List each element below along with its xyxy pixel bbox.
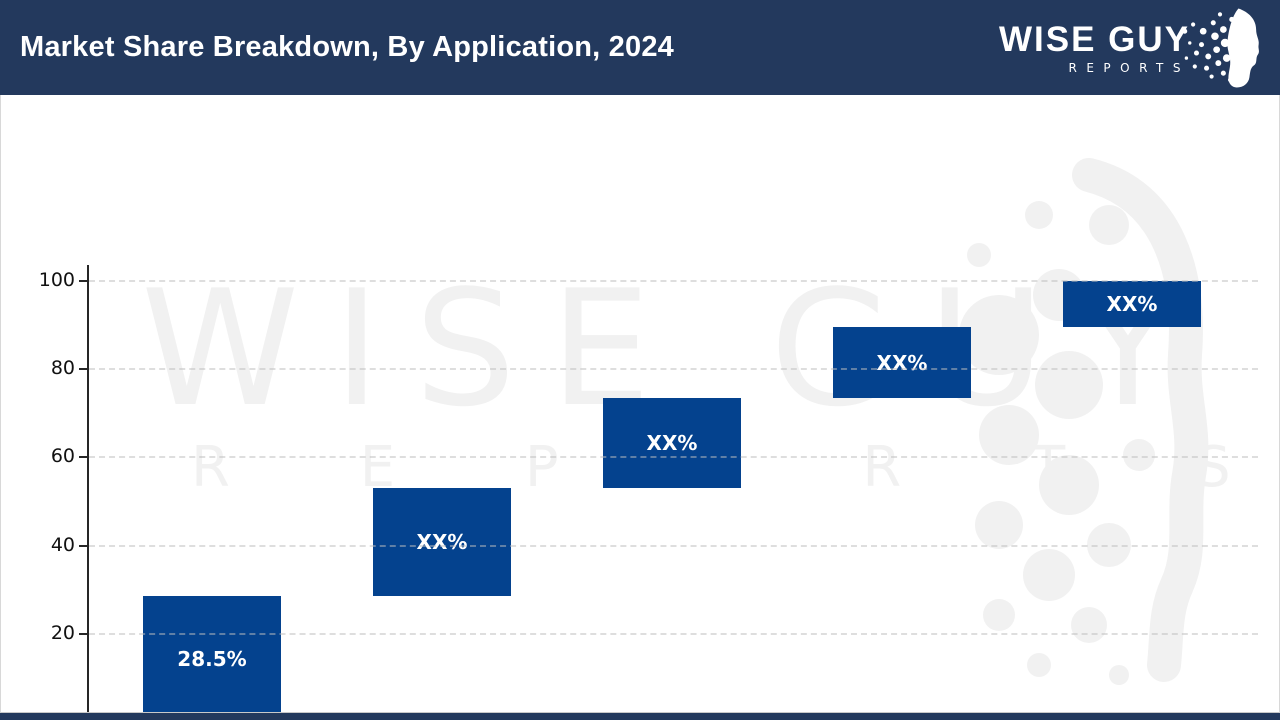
- grid-line: [89, 544, 1258, 547]
- chart-title: Market Share Breakdown, By Application, …: [20, 31, 674, 63]
- logo-wordmark-line1: WISE GUY: [998, 20, 1190, 59]
- y-tick-mark: [79, 544, 87, 547]
- y-tick-mark: [79, 632, 87, 635]
- logo-wordmark-line2: REPORTS: [1068, 61, 1190, 75]
- bar: 28.5%: [143, 596, 281, 712]
- y-tick-mark: [79, 456, 87, 459]
- footer-bar: [0, 713, 1280, 720]
- bar-label: XX%: [1106, 292, 1158, 317]
- y-tick-label: 40: [50, 533, 75, 556]
- grid-line: [89, 632, 1258, 635]
- grid-line: [89, 368, 1258, 371]
- y-tick-label: 100: [38, 269, 75, 291]
- bar: XX%: [373, 488, 511, 597]
- bar: XX%: [603, 397, 741, 489]
- brand-logo: WISE GUY REPORTS: [999, 6, 1262, 90]
- bar-label: 28.5%: [177, 647, 247, 672]
- bar-label: XX%: [416, 530, 468, 555]
- y-tick-label: 0: [15, 710, 75, 712]
- bar: XX%: [833, 327, 971, 398]
- plot: 28.5%XX%XX%XX%XX%020406080100Waste Manag…: [1, 95, 1279, 712]
- y-tick-label: 60: [50, 445, 75, 468]
- y-tick-label: 80: [50, 357, 75, 380]
- grid-line: [89, 456, 1258, 459]
- y-axis-line: [87, 265, 89, 712]
- y-tick-mark: [79, 368, 87, 371]
- logo-wordmark: WISE GUY REPORTS: [999, 20, 1190, 75]
- bar-label: XX%: [646, 431, 698, 456]
- logo-head-icon: [1182, 8, 1259, 87]
- y-tick-label: 20: [50, 621, 75, 644]
- bar: XX%: [1063, 281, 1201, 328]
- header-bar: Market Share Breakdown, By Application, …: [0, 0, 1280, 95]
- bar-label: XX%: [876, 350, 928, 375]
- y-tick-mark: [79, 280, 87, 282]
- chart-area: WISE GUY R E P O R T S 28.5%XX%XX%XX%XX%…: [0, 95, 1280, 713]
- grid-line: [89, 280, 1258, 282]
